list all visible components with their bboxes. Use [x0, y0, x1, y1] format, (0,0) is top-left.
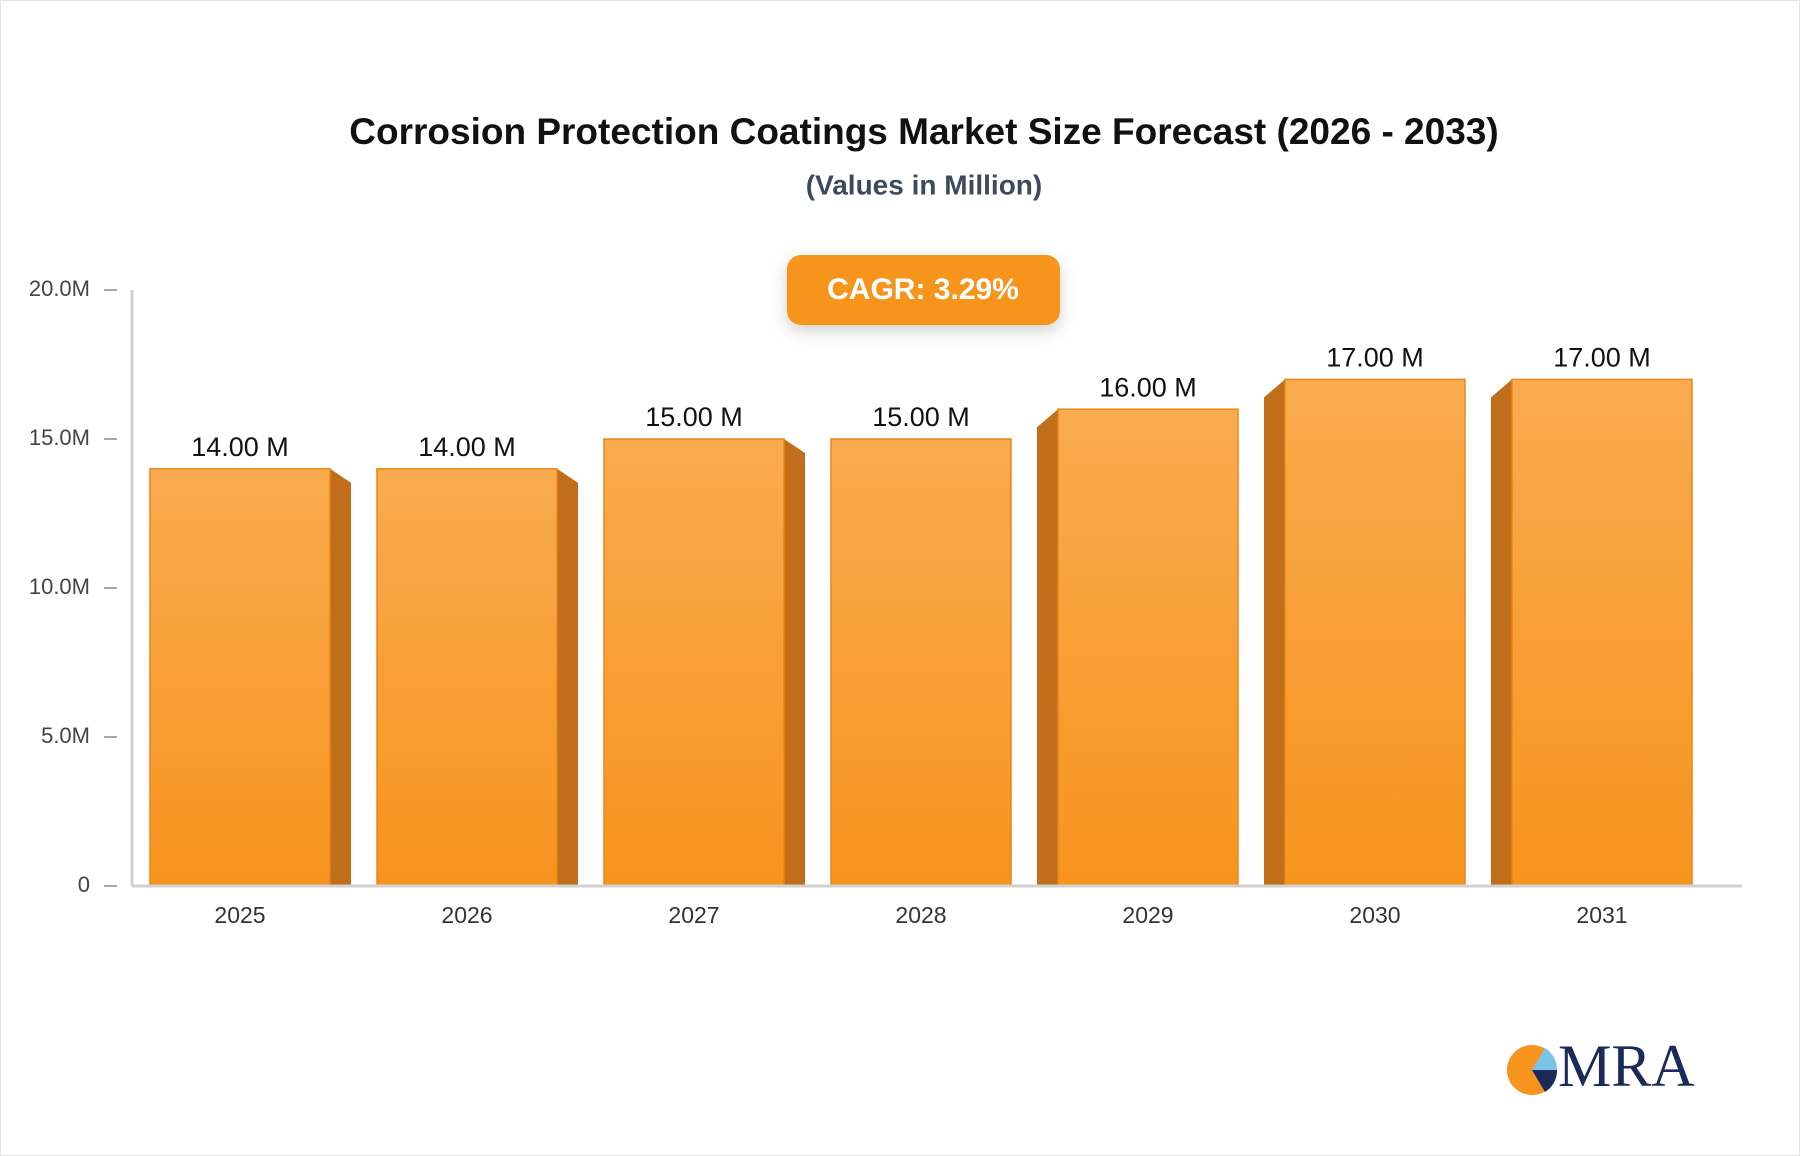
bar-side [557, 468, 578, 886]
x-tick-label: 2030 [1349, 902, 1400, 928]
y-tick-label: 5.0M [41, 723, 90, 748]
cagr-badge [787, 255, 1060, 325]
logo: MRA [1507, 1033, 1695, 1099]
logo-icon-slice [1532, 1070, 1558, 1092]
y-tick-label: 0 [78, 872, 90, 897]
x-tick-label: 2026 [441, 902, 492, 928]
y-tick-label: 15.0M [29, 425, 90, 450]
bar [1511, 378, 1693, 887]
y-tick-label: 20.0M [29, 276, 90, 301]
logo-text: MRA [1558, 1033, 1695, 1099]
bar [149, 468, 331, 887]
value-label: 16.00 M [1099, 372, 1197, 402]
y-tick-label: 10.0M [29, 574, 90, 599]
x-tick-label: 2027 [668, 902, 719, 928]
cagr-label: CAGR: 3.29% [827, 273, 1019, 306]
bar-side [330, 468, 351, 886]
value-label: 14.00 M [191, 432, 289, 462]
value-label: 15.00 M [872, 402, 970, 432]
value-label: 17.00 M [1553, 343, 1651, 373]
bar-side [1491, 379, 1512, 886]
x-tick-label: 2031 [1576, 902, 1627, 928]
x-tick-label: 2028 [895, 902, 946, 928]
value-label: 15.00 M [645, 402, 743, 432]
value-label: 14.00 M [418, 432, 516, 462]
bar-side [1264, 379, 1285, 886]
bar-side [784, 439, 805, 886]
bar [1057, 408, 1239, 887]
bar [1284, 378, 1466, 887]
value-label: 17.00 M [1326, 343, 1424, 373]
x-tick-label: 2025 [214, 902, 265, 928]
chart-title: Corrosion Protection Coatings Market Siz… [349, 111, 1498, 152]
logo-icon-slice [1532, 1048, 1558, 1070]
chart-subtitle: (Values in Million) [806, 169, 1042, 200]
bar-side [1037, 409, 1058, 886]
bar [830, 438, 1012, 887]
x-tick-label: 2029 [1122, 902, 1173, 928]
bar [376, 468, 558, 887]
bar [603, 438, 785, 887]
